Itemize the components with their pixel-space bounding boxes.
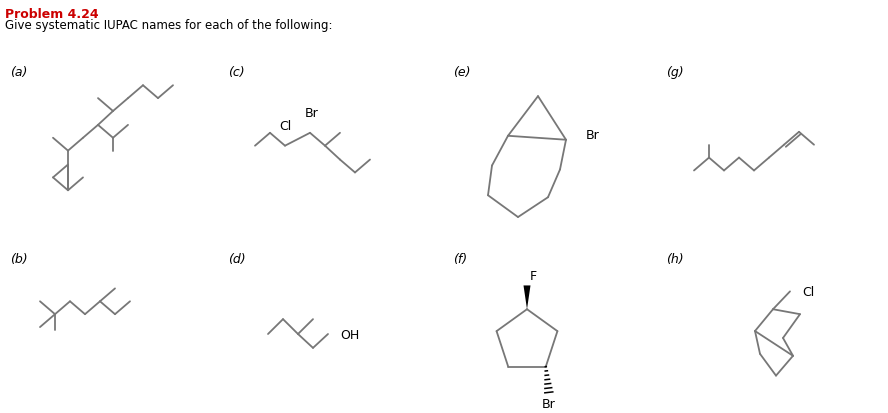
Text: (g): (g) (666, 66, 684, 79)
Text: (b): (b) (10, 252, 28, 265)
Text: (a): (a) (10, 66, 28, 79)
Polygon shape (524, 286, 530, 309)
Text: Br: Br (586, 129, 599, 142)
Text: F: F (530, 270, 537, 283)
Text: (d): (d) (228, 252, 246, 265)
Text: Cl: Cl (279, 119, 291, 133)
Text: OH: OH (340, 328, 360, 341)
Text: Give systematic IUPAC names for each of the following:: Give systematic IUPAC names for each of … (5, 19, 332, 32)
Text: (e): (e) (453, 66, 471, 79)
Text: (h): (h) (666, 252, 684, 265)
Text: Cl: Cl (802, 285, 814, 298)
Text: Br: Br (542, 397, 556, 411)
Text: (c): (c) (228, 66, 244, 79)
Text: Br: Br (305, 107, 319, 120)
Text: Problem 4.24: Problem 4.24 (5, 8, 99, 21)
Text: (f): (f) (453, 252, 467, 265)
